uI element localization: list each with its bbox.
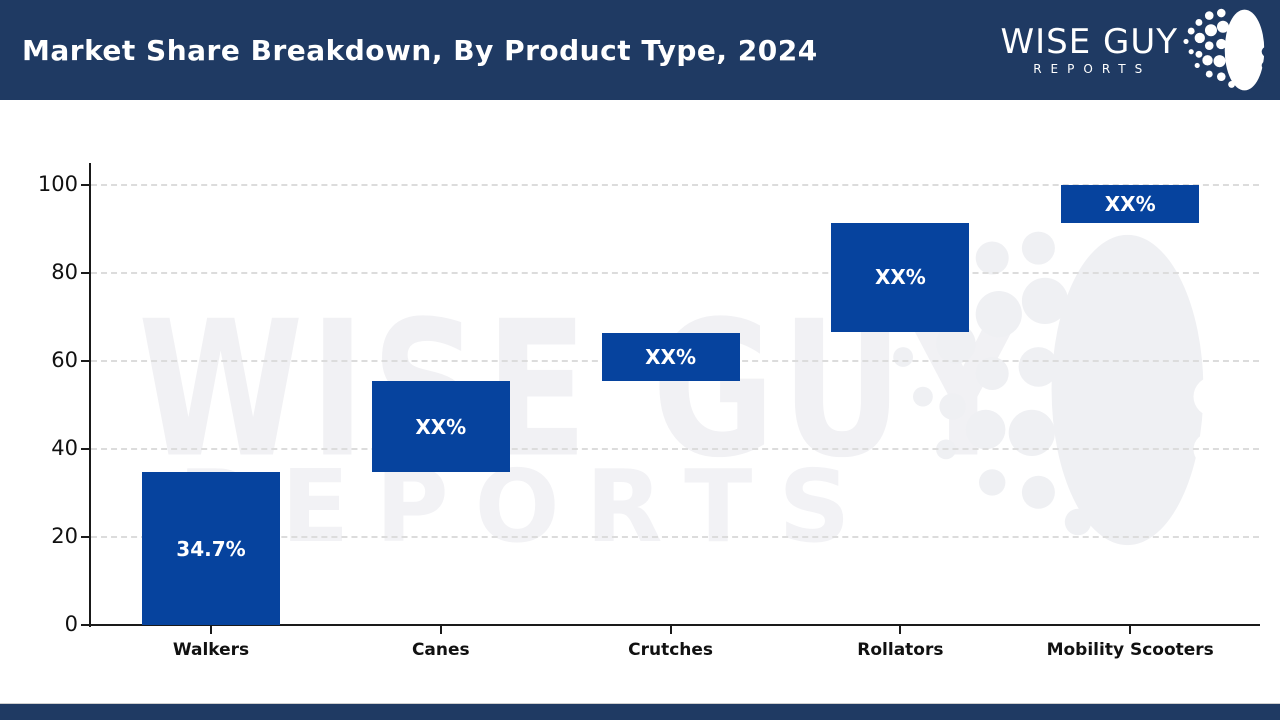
y-axis-spine (89, 163, 91, 627)
y-tick-40 (81, 448, 90, 451)
y-tick-label-60: 60 (51, 348, 78, 373)
bar-walkers: 34.7% (142, 472, 280, 625)
y-tick-60 (81, 360, 90, 363)
x-tick-0 (210, 626, 212, 634)
gridline-20 (91, 536, 1259, 539)
bar-value-label: XX% (645, 344, 697, 369)
logo-wordmark: WISE GUY (1000, 22, 1178, 62)
bar-mobility-scooters: XX% (1061, 185, 1200, 223)
x-tick-3 (899, 626, 902, 634)
bar-canes: XX% (371, 381, 510, 473)
gridline-80 (91, 272, 1259, 275)
y-tick-80 (81, 272, 90, 275)
y-tick-20 (81, 536, 90, 539)
bar-value-label: XX% (415, 414, 467, 439)
x-axis-spine (86, 624, 1260, 626)
logo: WISE GUY REPORTS (1000, 0, 1266, 100)
header-bar: Market Share Breakdown, By Product Type,… (0, 0, 1280, 100)
x-tick-2 (669, 626, 672, 634)
logo-head-icon (1183, 8, 1266, 91)
x-tick-label-1: Canes (411, 640, 470, 660)
x-tick-label-4: Mobility Scooters (1046, 640, 1214, 660)
y-tick-100 (81, 184, 90, 187)
x-tick-1 (439, 626, 442, 634)
logo-subtitle: REPORTS (1033, 62, 1152, 76)
bar-rollators: XX% (831, 222, 970, 333)
gridline-40 (91, 448, 1259, 451)
x-tick-label-0: Walkers (172, 640, 250, 660)
y-tick-label-100: 100 (37, 172, 78, 197)
gridline-100 (91, 184, 1259, 187)
bar-value-label: XX% (874, 265, 926, 290)
y-tick-label-0: 0 (64, 612, 78, 636)
x-tick-label-2: Crutches (628, 640, 714, 660)
y-tick-0 (81, 624, 90, 626)
y-tick-label-40: 40 (51, 436, 78, 461)
page-title: Market Share Breakdown, By Product Type,… (22, 33, 818, 67)
x-tick-4 (1129, 626, 1132, 634)
watermark-subtitle: REPORTS (178, 448, 877, 565)
x-tick-label-3: Rollators (857, 640, 944, 660)
logo-text: WISE GUY REPORTS (1000, 25, 1178, 75)
bar-value-label: XX% (1104, 191, 1156, 216)
footer-bar (0, 703, 1280, 720)
bar-crutches: XX% (601, 333, 740, 381)
y-tick-label-20: 20 (51, 524, 78, 549)
bar-value-label: 34.7% (176, 536, 246, 561)
y-tick-label-80: 80 (51, 260, 78, 285)
